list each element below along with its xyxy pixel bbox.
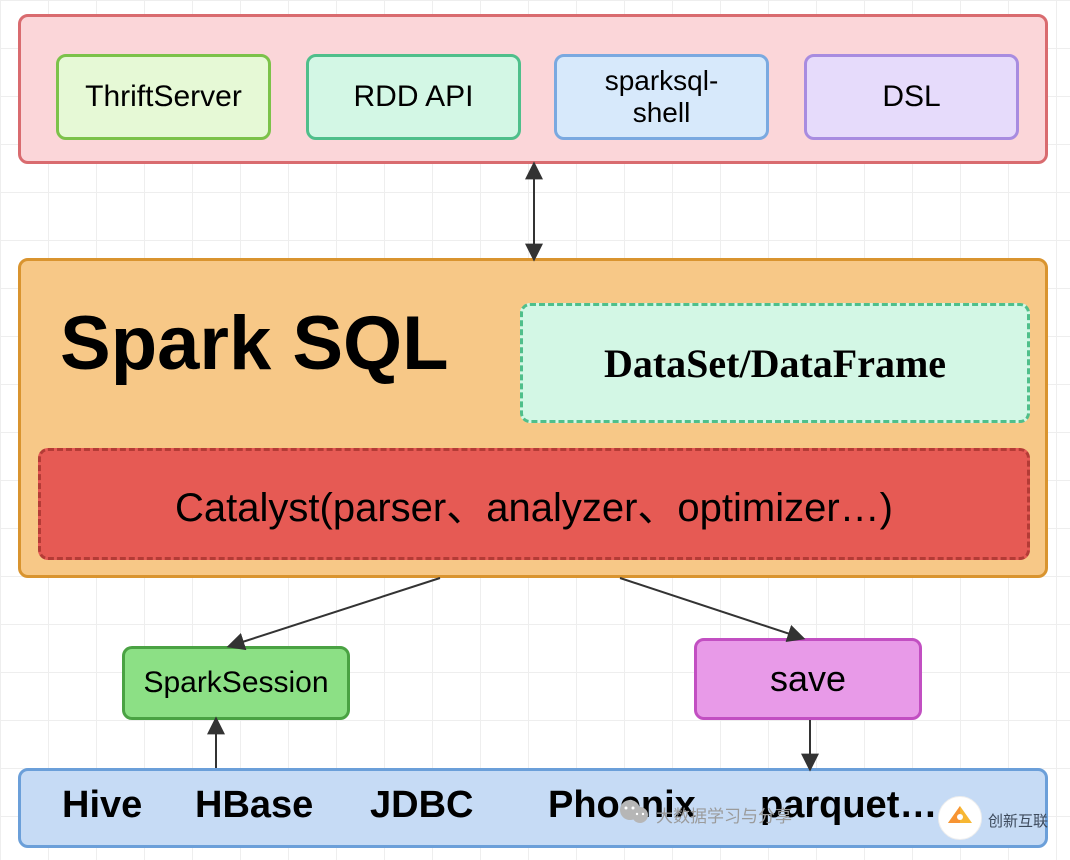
catalyst-label: Catalyst(parser、analyzer、optimizer…): [175, 475, 893, 533]
thriftserver-box: ThriftServer: [56, 54, 271, 140]
data-source-label: HBase: [195, 784, 313, 827]
watermark-text-2: 创新互联: [988, 810, 1048, 831]
rdd-api-box: RDD API: [306, 54, 521, 140]
rdd-api-label: RDD API: [353, 80, 473, 114]
watermark-text-1: 大数据学习与分享: [656, 802, 792, 827]
dsl-label: DSL: [882, 80, 940, 114]
data-source-label: Hive: [62, 784, 142, 827]
thriftserver-label: ThriftServer: [85, 80, 242, 114]
data-sources-labels: HiveHBaseJDBCPhoenixparquet…: [0, 784, 1070, 834]
spark-sql-title: Spark SQL: [60, 300, 449, 387]
watermark-logo: [938, 796, 982, 840]
save-box: save: [694, 638, 922, 720]
spark-session-box: SparkSession: [122, 646, 350, 720]
sparksql-shell-box: sparksql-shell: [554, 54, 769, 140]
data-source-label: JDBC: [370, 784, 473, 827]
catalyst-box: Catalyst(parser、analyzer、optimizer…): [38, 448, 1030, 560]
spark-session-label: SparkSession: [143, 666, 328, 700]
save-label: save: [770, 658, 846, 700]
dataset-dataframe-box: DataSet/DataFrame: [520, 303, 1030, 423]
dataset-dataframe-label: DataSet/DataFrame: [604, 340, 946, 387]
dsl-box: DSL: [804, 54, 1019, 140]
wechat-icon: [618, 798, 652, 826]
